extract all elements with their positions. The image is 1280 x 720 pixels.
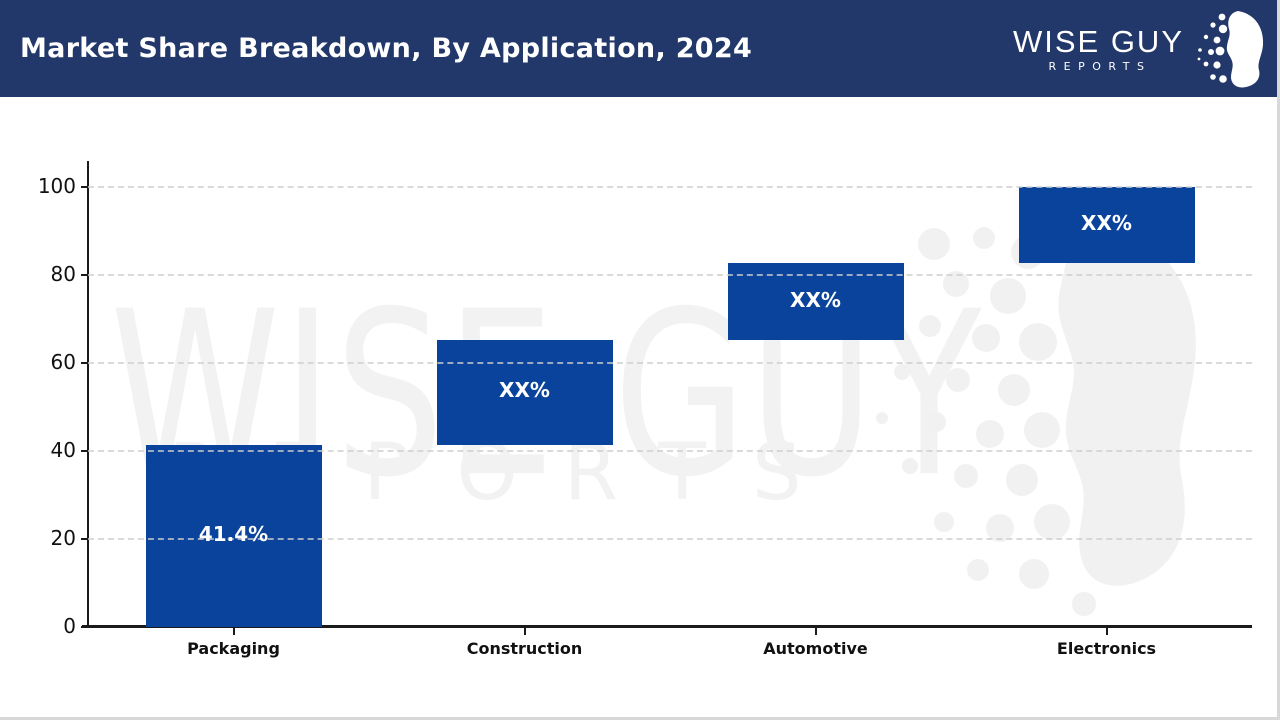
logo-line-wise-guy: WISE GUY <box>1012 23 1184 59</box>
gridline <box>88 186 1252 188</box>
wise-guy-reports-logo: WISE GUY REPORTS <box>1013 7 1266 91</box>
y-tick-label: 40 <box>50 438 76 462</box>
x-axis-category-label: Electronics <box>1056 639 1157 658</box>
bar-value-label: XX% <box>790 287 841 312</box>
x-tick-mark <box>1105 628 1108 635</box>
x-axis-category-label: Packaging <box>187 639 280 658</box>
x-tick-mark <box>523 628 526 635</box>
bar-value-label: XX% <box>1081 211 1132 236</box>
logo-text: WISE GUY REPORTS <box>1013 26 1184 72</box>
bar-segment <box>145 444 322 627</box>
y-tick-mark <box>81 626 88 628</box>
logo-head-icon <box>1197 10 1264 87</box>
header-band: Market Share Breakdown, By Application, … <box>0 0 1277 97</box>
y-tick-mark <box>81 450 88 452</box>
y-tick-label: 0 <box>63 614 76 638</box>
x-axis-category-label: Construction <box>466 639 583 658</box>
y-tick-label: 60 <box>50 350 76 374</box>
logo-line-reports: REPORTS <box>1048 59 1152 73</box>
y-tick-label: 100 <box>37 174 76 198</box>
x-axis-category-label: Automotive <box>763 639 868 658</box>
gridline <box>88 450 1252 452</box>
gridline <box>88 538 1252 540</box>
y-tick-mark <box>81 186 88 188</box>
x-axis-spine <box>82 625 1252 628</box>
y-tick-mark <box>81 538 88 540</box>
y-axis-spine <box>87 161 89 627</box>
gridline <box>88 274 1252 276</box>
x-tick-mark <box>232 628 235 635</box>
gridline <box>88 362 1252 364</box>
y-tick-mark <box>81 362 88 364</box>
bar-segment <box>436 340 613 445</box>
page-title: Market Share Breakdown, By Application, … <box>20 33 753 64</box>
y-tick-label: 80 <box>50 262 76 286</box>
y-tick-mark <box>81 274 88 276</box>
x-tick-mark <box>814 628 817 635</box>
bar-segment <box>1018 187 1195 264</box>
bar-value-label: 41.4% <box>198 521 269 546</box>
bar-value-label: XX% <box>499 378 550 403</box>
y-tick-label: 20 <box>50 526 76 550</box>
